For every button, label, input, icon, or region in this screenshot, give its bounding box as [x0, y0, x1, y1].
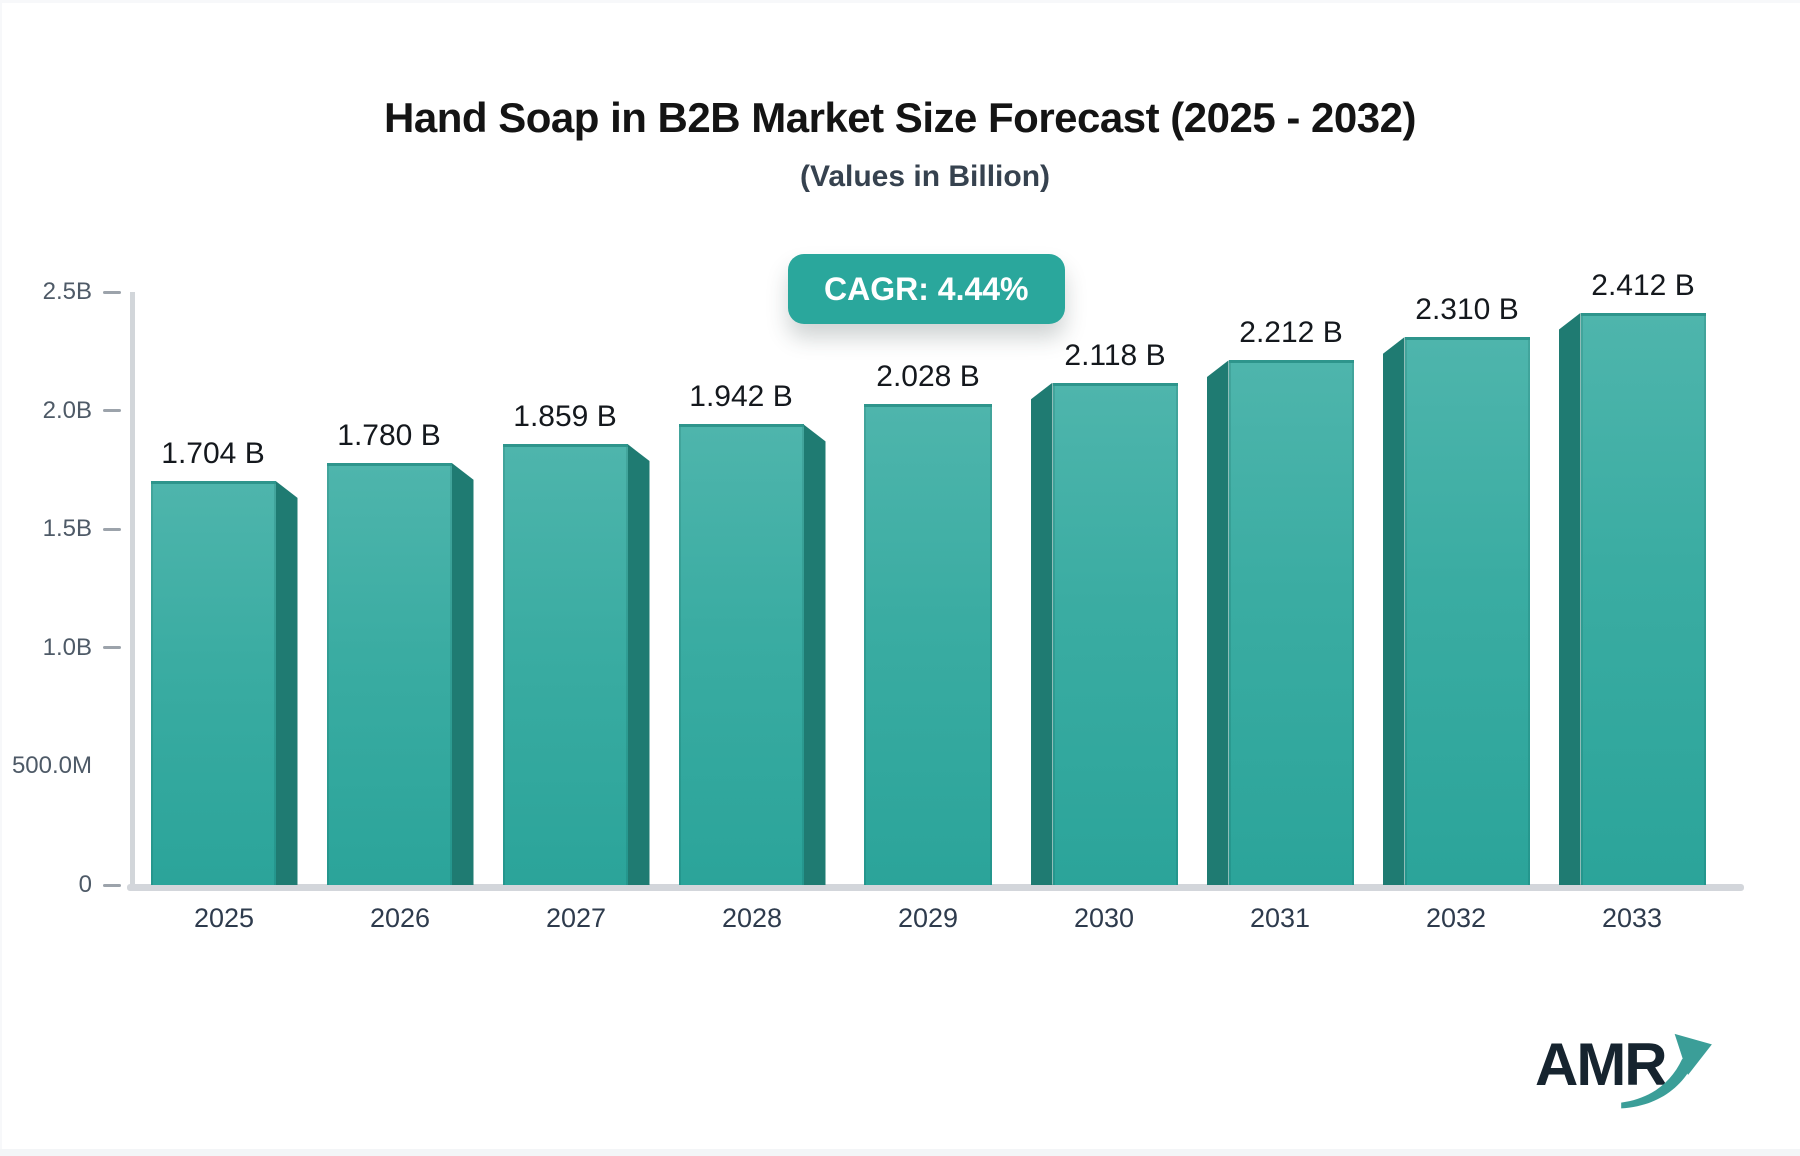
bar-value-label: 2.118 B [1064, 338, 1166, 372]
growth-arrow-icon [1621, 1033, 1712, 1109]
bar-2033 [1558, 312, 1706, 885]
y-axis-line [130, 292, 135, 885]
y-tick-dash [103, 409, 121, 413]
bar-side-shade [451, 462, 474, 885]
bar-value-label: 1.704 B [161, 436, 265, 470]
amr-logo-text: AMR [1535, 1031, 1668, 1098]
cagr-badge: CAGR: 4.44% [788, 254, 1065, 324]
bar-face [1052, 382, 1178, 885]
bar-value-label: 2.028 B [876, 359, 980, 393]
y-tick-dash [103, 290, 121, 294]
x-axis-labels: 2025 2026 2027 2028 2029 2030 2031 2032 2033 [136, 903, 1744, 943]
canvas-bottom-edge [0, 1149, 1800, 1156]
x-tick-label-2026: 2026 [369, 903, 431, 933]
bar-2026 [326, 462, 474, 885]
bar-2028 [678, 424, 826, 885]
bar-value-label: 2.310 B [1415, 293, 1519, 327]
bar-value-label: 2.212 B [1239, 316, 1343, 350]
bar-2030 [1030, 382, 1178, 885]
bars-area: 1.704 B 1.780 B 1.859 B 1.942 B 2.028 B 2.118… [136, 269, 1744, 885]
y-tick-dash [103, 883, 121, 887]
x-tick-label-2030: 2030 [1073, 903, 1135, 933]
bar-2025 [150, 480, 298, 885]
bar-side-shade [1382, 337, 1405, 885]
bar-slot-2029: 2.028 B [840, 292, 1016, 885]
bar-face [678, 424, 804, 885]
bar-side-shade [275, 480, 298, 885]
bar-side-shade [1030, 382, 1053, 885]
bar-face [864, 403, 992, 885]
y-tick-label: 2.0B [42, 396, 92, 424]
amr-logo: AMR [1535, 1030, 1725, 1120]
bar-side-shade [803, 424, 826, 885]
bar-2032 [1382, 337, 1530, 885]
x-tick-label-2025: 2025 [193, 903, 255, 933]
bar-face [1228, 360, 1354, 885]
bar-value-label: 1.780 B [337, 418, 441, 452]
bar-side-shade [1206, 360, 1229, 885]
bar-2029 [864, 403, 992, 885]
bar-face [326, 462, 452, 885]
y-tick-dash [103, 646, 121, 650]
x-tick-label-2031: 2031 [1249, 903, 1311, 933]
x-tick-label-2032: 2032 [1425, 903, 1487, 933]
bar-value-label: 1.942 B [689, 380, 793, 414]
bar-slot-2027: 1.859 B [488, 292, 664, 885]
canvas-left-edge [0, 0, 2, 1156]
chart-subtitle: (Values in Billion) [799, 160, 1051, 193]
bar-2031 [1206, 360, 1354, 885]
x-tick-label-2033: 2033 [1601, 903, 1663, 933]
bar-face [1404, 337, 1530, 885]
bar-side-shade [627, 444, 650, 885]
x-tick-label-2028: 2028 [721, 903, 783, 933]
y-tick-label: 0 [78, 871, 92, 898]
bar-side-shade [1558, 312, 1581, 885]
canvas-top-edge [0, 0, 1800, 3]
bar-value-label: 1.859 B [513, 400, 617, 434]
bar-value-label: 2.412 B [1591, 268, 1695, 302]
bar-2027 [502, 444, 650, 885]
bar-slot-2030: 2.118 B [1016, 292, 1192, 885]
bar-slot-2025: 1.704 B [136, 292, 312, 885]
bar-slot-2033: 2.412 B [1544, 269, 1720, 885]
y-tick-dash [103, 527, 121, 531]
y-tick-label: 2.5B [42, 278, 92, 305]
x-axis-line [127, 884, 1744, 891]
bar-slot-2032: 2.310 B [1368, 292, 1544, 885]
bar-face [1580, 312, 1706, 885]
x-tick-label-2029: 2029 [897, 903, 959, 933]
bar-slot-2026: 1.780 B [312, 292, 488, 885]
chart-title: Hand Soap in B2B Market Size Forecast (2… [384, 94, 1416, 141]
y-tick-label: 1.5B [42, 515, 92, 543]
bar-face [150, 480, 276, 885]
bar-slot-2031: 2.212 B [1192, 292, 1368, 885]
y-tick-label: 1.0B [42, 633, 92, 661]
bar-slot-2028: 1.942 B [664, 292, 840, 885]
x-tick-label-2027: 2027 [545, 903, 607, 933]
y-tick-label: 500.0M [11, 752, 92, 780]
bar-face [502, 444, 628, 885]
